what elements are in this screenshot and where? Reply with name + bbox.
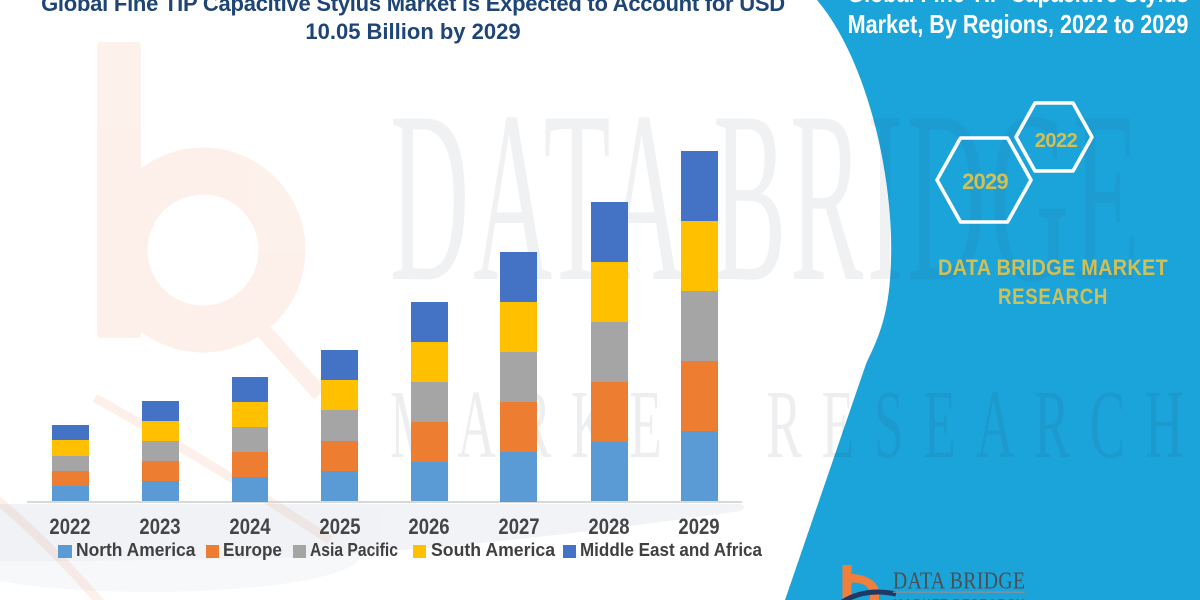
svg-text:2029: 2029 — [962, 169, 1008, 194]
svg-text:2022: 2022 — [1035, 130, 1078, 152]
svg-text:DATA BRIDGE: DATA BRIDGE — [893, 567, 1025, 594]
svg-text:MARKET RESEARCH: MARKET RESEARCH — [893, 596, 1025, 600]
